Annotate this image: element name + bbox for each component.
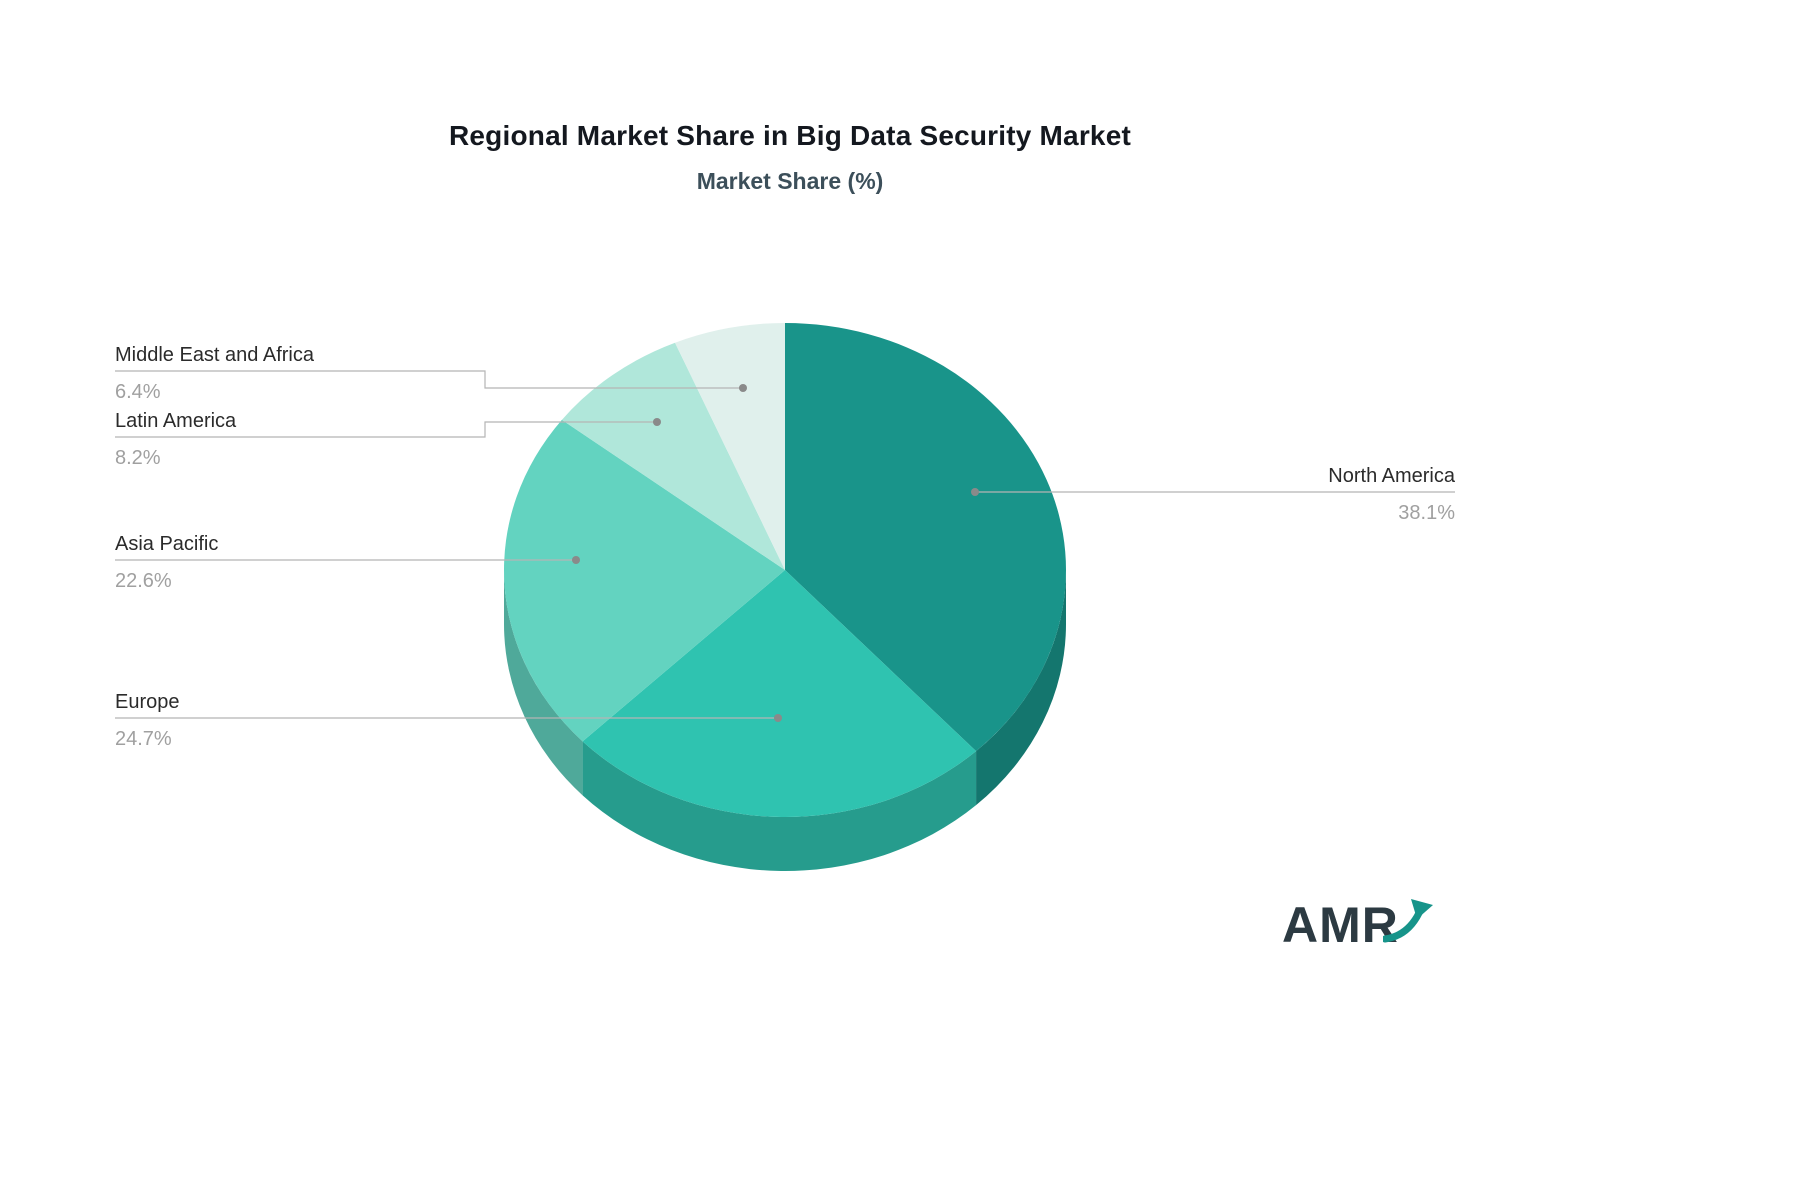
pie-slice-middle-east-and-africa [675,323,785,570]
leader-dot-north-america [971,488,979,496]
leader-dot-latin-america [653,418,661,426]
amr-logo-text: AMR [1282,897,1399,953]
leader-line-middle-east-and-africa [115,370,743,389]
pie-slice-depth-asia-pacific [504,570,583,796]
pie-slice-north-america [785,323,1067,752]
pie-slice-asia-pacific [504,419,785,742]
slice-label-middle-east-and-africa: Middle East and Africa [115,344,315,366]
pie-slice-depth-europe [582,741,977,871]
pie-slice-latin-america [561,342,785,570]
pie-slice-depth-north-america [976,570,1066,806]
slice-label-europe: Europe [115,691,180,713]
leader-line-latin-america [115,421,657,438]
leader-dot-asia-pacific [572,556,580,564]
slice-value-asia-pacific: 22.6% [115,570,172,592]
amr-logo: AMR [1282,896,1435,954]
slice-label-asia-pacific: Asia Pacific [115,533,218,555]
chart-title: Regional Market Share in Big Data Securi… [448,120,1131,151]
slice-value-europe: 24.7% [115,728,172,750]
leader-dot-middle-east-and-africa [739,384,747,392]
slice-label-north-america: North America [1328,465,1456,487]
slice-value-middle-east-and-africa: 6.4% [115,381,161,403]
pie-slice-europe [582,570,977,817]
logo-arrow-icon [1382,899,1433,943]
slice-label-latin-america: Latin America [115,410,237,432]
slice-value-latin-america: 8.2% [115,447,161,469]
leader-dot-europe [774,714,782,722]
chart-subtitle: Market Share (%) [696,168,884,194]
slice-value-north-america: 38.1% [1398,502,1455,524]
